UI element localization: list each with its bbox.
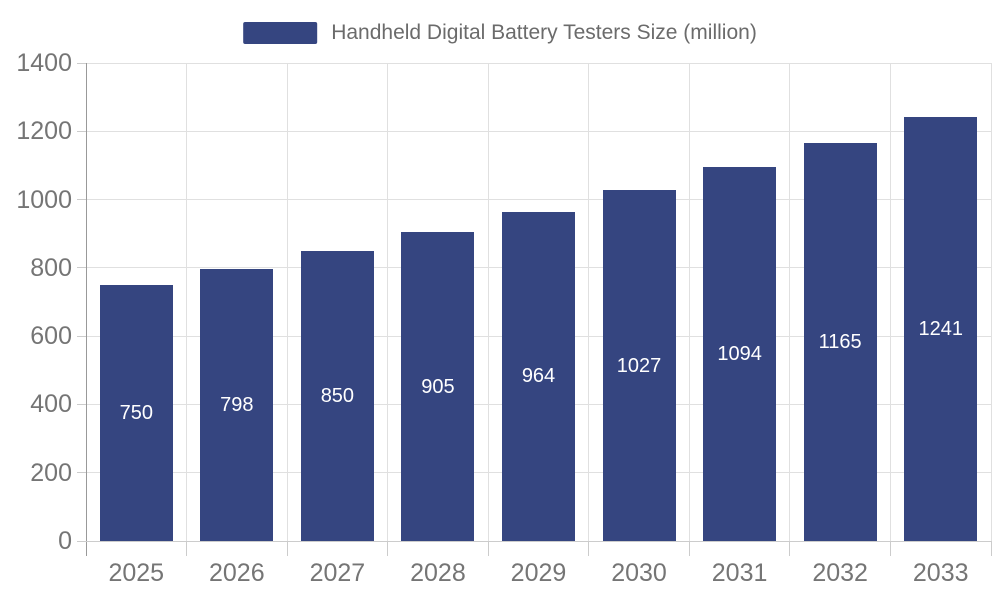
y-axis-tick bbox=[77, 199, 86, 201]
bar-value-label: 1241 bbox=[918, 318, 963, 341]
bar-2030[interactable] bbox=[602, 190, 676, 541]
legend-swatch bbox=[243, 22, 318, 44]
x-axis-tick bbox=[286, 541, 288, 556]
y-axis-label: 0 bbox=[58, 527, 72, 555]
bar-value-label: 1094 bbox=[717, 343, 762, 366]
bar-2026[interactable] bbox=[200, 268, 274, 541]
x-axis-tick bbox=[186, 541, 188, 556]
x-axis-tick bbox=[387, 541, 389, 556]
y-axis-tick bbox=[77, 403, 86, 405]
bar-value-label: 750 bbox=[119, 401, 153, 424]
bar-value-label: 1165 bbox=[818, 331, 862, 354]
y-axis-label: 200 bbox=[30, 458, 72, 487]
y-axis-tick bbox=[77, 472, 86, 474]
x-axis-label: 2028 bbox=[410, 559, 466, 587]
y-axis-tick bbox=[77, 62, 86, 64]
y-axis-tick bbox=[77, 267, 86, 269]
y-axis-line bbox=[85, 63, 87, 556]
y-axis-label: 400 bbox=[30, 390, 72, 419]
grid-line-horizontal bbox=[86, 62, 991, 64]
y-axis-tick bbox=[77, 130, 86, 132]
x-axis-label: 2032 bbox=[812, 559, 868, 587]
bar-value-label: 905 bbox=[421, 375, 455, 398]
bar-2033[interactable] bbox=[904, 117, 978, 541]
x-axis-label: 2033 bbox=[912, 559, 969, 587]
grid-line-vertical bbox=[990, 63, 992, 541]
x-axis-tick bbox=[889, 541, 891, 556]
bar-2028[interactable] bbox=[401, 232, 475, 541]
y-axis-label: 1200 bbox=[16, 117, 72, 146]
x-axis-label: 2029 bbox=[510, 559, 567, 587]
grid-line-vertical bbox=[588, 63, 590, 541]
y-axis-tick bbox=[77, 335, 86, 337]
x-axis-label: 2026 bbox=[209, 559, 265, 587]
bar-2027[interactable] bbox=[300, 250, 374, 541]
x-axis-tick bbox=[990, 541, 992, 556]
grid-line-vertical bbox=[286, 63, 288, 541]
y-axis-label: 800 bbox=[30, 253, 72, 282]
x-axis-tick bbox=[688, 541, 690, 556]
grid-line-vertical bbox=[487, 63, 489, 541]
bar-value-label: 964 bbox=[521, 365, 556, 388]
bar-value-label: 850 bbox=[320, 384, 355, 407]
x-axis-line bbox=[86, 540, 991, 542]
grid-line-vertical bbox=[387, 63, 389, 541]
x-axis-label: 2025 bbox=[108, 559, 165, 587]
grid-line-horizontal bbox=[86, 130, 991, 132]
grid-line-vertical bbox=[688, 63, 690, 541]
legend-item[interactable]: Handheld Digital Battery Testers Size (m… bbox=[243, 21, 757, 45]
x-axis-label: 2031 bbox=[711, 559, 768, 587]
grid-line-horizontal bbox=[86, 199, 991, 201]
y-axis-label: 1000 bbox=[16, 185, 72, 214]
x-axis-tick bbox=[789, 541, 791, 556]
bar-2025[interactable] bbox=[99, 284, 173, 541]
bar-2029[interactable] bbox=[502, 211, 575, 541]
bar-2032[interactable] bbox=[803, 143, 877, 541]
y-axis-label: 1400 bbox=[16, 49, 72, 77]
grid-line-vertical bbox=[789, 63, 791, 541]
x-axis-tick bbox=[588, 541, 590, 556]
x-axis-label: 2027 bbox=[309, 559, 366, 587]
grid-line-vertical bbox=[889, 63, 891, 541]
y-axis-tick bbox=[77, 540, 86, 542]
bar-2031[interactable] bbox=[703, 167, 777, 541]
bar-value-label: 1027 bbox=[616, 354, 662, 377]
grid-line-vertical bbox=[186, 63, 188, 541]
bar-value-label: 798 bbox=[220, 393, 254, 416]
y-axis-label: 600 bbox=[30, 322, 72, 351]
x-axis-tick bbox=[487, 541, 489, 556]
x-axis-label: 2030 bbox=[611, 559, 667, 587]
legend-label: Handheld Digital Battery Testers Size (m… bbox=[331, 21, 757, 44]
